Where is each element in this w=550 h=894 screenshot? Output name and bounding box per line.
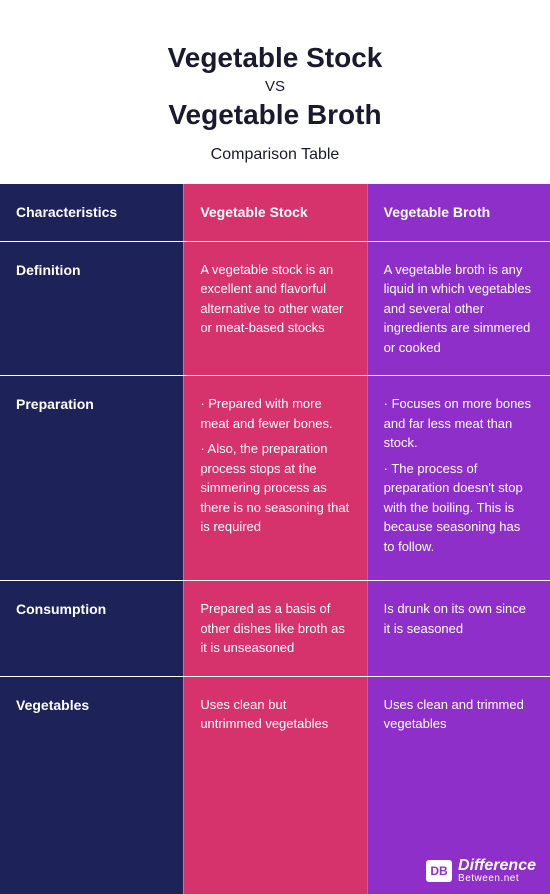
- table-row: Vegetables Uses clean but untrimmed vege…: [0, 676, 550, 894]
- table-row: Consumption Prepared as a basis of other…: [0, 580, 550, 676]
- cell-broth-preparation: · Focuses on more bones and far less mea…: [367, 376, 550, 580]
- row-label-preparation: Preparation: [0, 376, 183, 580]
- cell-broth-consumption: Is drunk on its own since it is seasoned: [367, 581, 550, 676]
- bullet: · The process of preparation doesn't sto…: [384, 459, 534, 557]
- title-b: Vegetable Broth: [20, 97, 530, 133]
- table-row: Definition A vegetable stock is an excel…: [0, 241, 550, 376]
- page-container: Vegetable Stock VS Vegetable Broth Compa…: [0, 0, 550, 894]
- cell-stock-definition: A vegetable stock is an excellent and fl…: [183, 242, 366, 376]
- cell-stock-consumption: Prepared as a basis of other dishes like…: [183, 581, 366, 676]
- table-row: Preparation · Prepared with more meat an…: [0, 375, 550, 580]
- page-header: Vegetable Stock VS Vegetable Broth Compa…: [0, 0, 550, 184]
- brand-small: Between.net: [458, 874, 536, 884]
- col-header-characteristics: Characteristics: [0, 184, 183, 241]
- brand-text: Difference Between.net: [458, 858, 536, 884]
- table-header-row: Characteristics Vegetable Stock Vegetabl…: [0, 184, 550, 241]
- col-header-broth: Vegetable Broth: [367, 184, 550, 241]
- bullet: · Prepared with more meat and fewer bone…: [200, 394, 350, 433]
- row-label-consumption: Consumption: [0, 581, 183, 676]
- row-label-vegetables: Vegetables: [0, 677, 183, 894]
- brand-footer: DB Difference Between.net: [426, 858, 536, 884]
- cell-broth-definition: A vegetable broth is any liquid in which…: [367, 242, 550, 376]
- cell-stock-vegetables: Uses clean but untrimmed vegetables: [183, 677, 366, 894]
- cell-stock-preparation: · Prepared with more meat and fewer bone…: [183, 376, 366, 580]
- brand-big: Difference: [458, 858, 536, 874]
- title-vs: VS: [20, 78, 530, 95]
- bullet: · Focuses on more bones and far less mea…: [384, 394, 534, 453]
- title-a: Vegetable Stock: [20, 40, 530, 76]
- col-header-stock: Vegetable Stock: [183, 184, 366, 241]
- comparison-table: Characteristics Vegetable Stock Vegetabl…: [0, 184, 550, 894]
- bullet: · Also, the preparation process stops at…: [200, 439, 350, 537]
- subtitle: Comparison Table: [20, 146, 530, 164]
- row-label-definition: Definition: [0, 242, 183, 376]
- brand-badge: DB: [426, 860, 452, 882]
